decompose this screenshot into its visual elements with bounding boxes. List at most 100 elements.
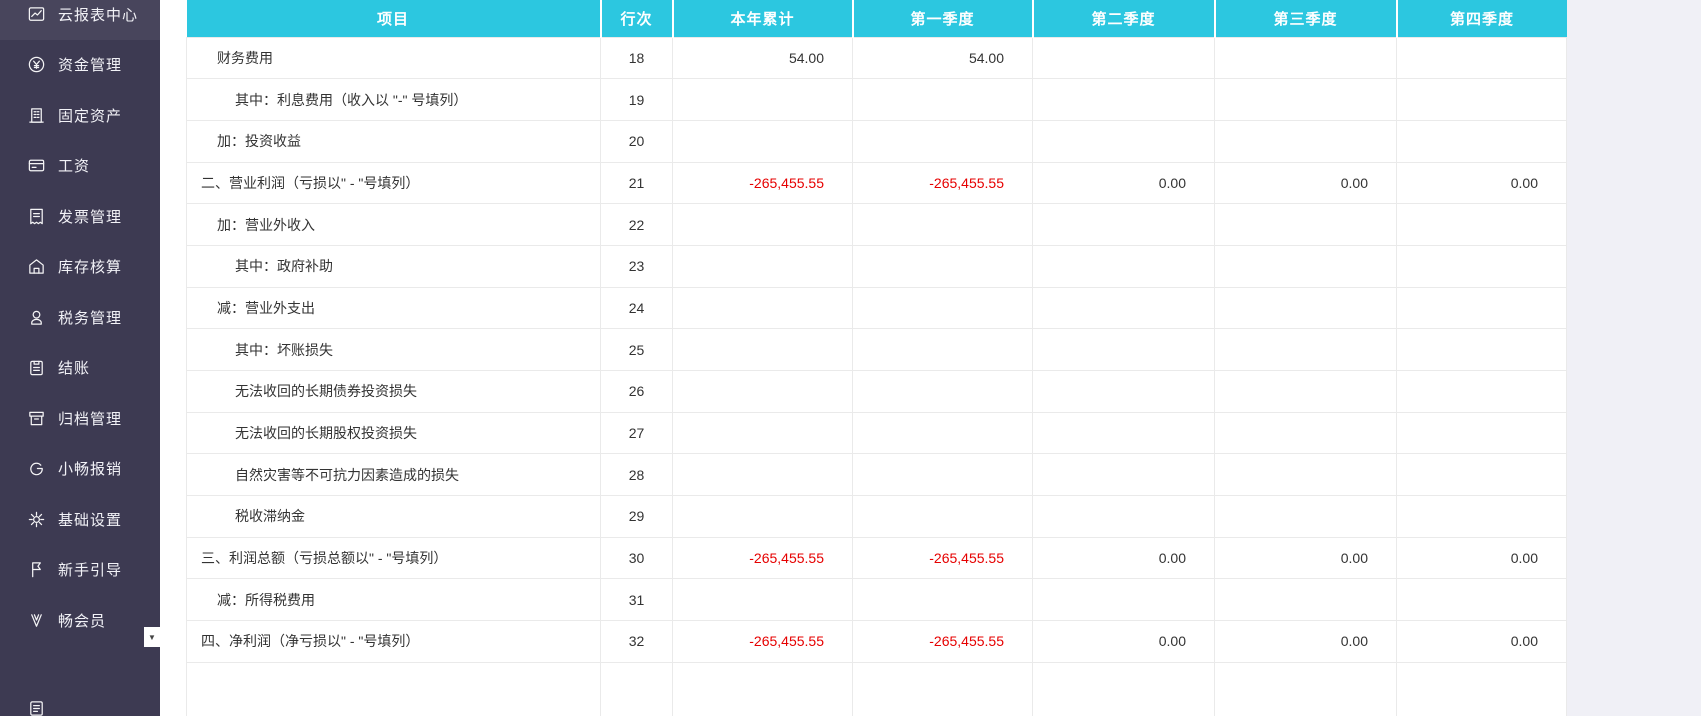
value-cell-col-1: -265,455.55 <box>672 536 853 580</box>
archive-icon <box>26 408 46 428</box>
line-number-cell: 30 <box>600 536 673 580</box>
fixed-assets-icon <box>26 105 46 125</box>
value-cell-col-3 <box>1032 411 1215 455</box>
value-cell-col-5 <box>1396 578 1567 622</box>
value-cell-col-2: 54.00 <box>852 36 1033 80</box>
line-number-cell: 28 <box>600 453 673 497</box>
value-cell-col-5 <box>1396 203 1567 246</box>
value-cell-col-2 <box>852 78 1033 121</box>
value-cell-col-4 <box>1214 119 1397 163</box>
table-row-line-29: 税收滞纳金 29 <box>186 495 1567 538</box>
value-cell-col-4: 0.00 <box>1214 536 1397 580</box>
value-cell-col-2 <box>852 286 1033 330</box>
settings-icon <box>26 509 46 529</box>
value-cell-col-3 <box>1032 453 1215 497</box>
value-cell-col-2: -265,455.55 <box>852 620 1033 663</box>
value-cell-col-3: 0.00 <box>1032 161 1215 205</box>
item-name-cell: 无法收回的长期股权投资损失 <box>186 411 601 455</box>
sidebar: 云报表中心 资金管理 固定资产 工资 发票管理 库存核算 税务管理 结账 归档管… <box>0 0 160 716</box>
value-cell-col-3 <box>1032 78 1215 121</box>
value-cell-col-1 <box>672 203 853 246</box>
table-header-row: 项目 行次 本年累计 第一季度 第二季度 第三季度 第四季度 <box>186 0 1567 37</box>
content-scroll-strip[interactable] <box>160 0 186 716</box>
value-cell-col-3 <box>1032 203 1215 246</box>
value-cell-col-1 <box>672 78 853 121</box>
item-name-cell: 加：营业外收入 <box>186 203 601 246</box>
value-cell-col-2 <box>852 119 1033 163</box>
sidebar-item-1[interactable]: 云报表中心 <box>0 0 160 40</box>
line-number-cell: 29 <box>600 495 673 538</box>
item-name-cell: 二、营业利润（亏损以" - "号填列） <box>186 161 601 205</box>
table-header: 项目 行次 本年累计 第一季度 第二季度 第三季度 第四季度 <box>186 0 1567 37</box>
value-cell-col-1 <box>672 286 853 330</box>
sidebar-item-8[interactable]: 结账 <box>0 343 160 394</box>
value-cell-col-1 <box>672 453 853 497</box>
sidebar-item-6[interactable]: 库存核算 <box>0 242 160 293</box>
sidebar-item-3[interactable]: 固定资产 <box>0 90 160 141</box>
salary-icon <box>26 156 46 176</box>
item-name-cell: 四、净利润（净亏损以" - "号填列） <box>186 620 601 663</box>
empty-cell <box>186 661 601 716</box>
empty-cell <box>1032 661 1215 716</box>
table-row-line-21: 二、营业利润（亏损以" - "号填列） 21 -265,455.55 -265,455… <box>186 161 1567 205</box>
value-cell-col-5 <box>1396 411 1567 455</box>
value-cell-col-1: -265,455.55 <box>672 161 853 205</box>
sidebar-item-11[interactable]: 基础设置 <box>0 494 160 545</box>
sidebar-item-9[interactable]: 归档管理 <box>0 393 160 444</box>
value-cell-col-2 <box>852 244 1033 288</box>
sidebar-item-4[interactable]: 工资 <box>0 141 160 192</box>
value-cell-col-2 <box>852 453 1033 497</box>
line-number-cell: 32 <box>600 620 673 663</box>
value-cell-col-3 <box>1032 286 1215 330</box>
item-name-cell: 税收滞纳金 <box>186 495 601 538</box>
column-header-6: 第三季度 <box>1213 0 1397 37</box>
member-icon <box>26 610 46 630</box>
income-statement-table-wrap: 项目 行次 本年累计 第一季度 第二季度 第三季度 第四季度 财务费用 18 54.00 54.0… <box>186 0 1567 716</box>
value-cell-col-4: 0.00 <box>1214 620 1397 663</box>
table-row-line-20: 加：投资收益 20 <box>186 119 1567 163</box>
value-cell-col-4 <box>1214 203 1397 246</box>
table-row-line-27: 无法收回的长期股权投资损失 27 <box>186 411 1567 455</box>
value-cell-col-5 <box>1396 119 1567 163</box>
sidebar-item-7[interactable]: 税务管理 <box>0 292 160 343</box>
closing-icon <box>26 358 46 378</box>
value-cell-col-5: 0.00 <box>1396 536 1567 580</box>
value-cell-col-5 <box>1396 286 1567 330</box>
value-cell-col-5: 0.00 <box>1396 161 1567 205</box>
value-cell-col-1: 54.00 <box>672 36 853 80</box>
table-row-line-19: 其中：利息费用（收入以 "-" 号填列） 19 <box>186 78 1567 121</box>
column-header-4: 第一季度 <box>851 0 1033 37</box>
cloud-report-icon <box>26 4 46 24</box>
reimburse-icon <box>26 459 46 479</box>
sidebar-scroll-down-button[interactable]: ▼ <box>144 627 160 647</box>
line-number-cell: 23 <box>600 244 673 288</box>
sidebar-item-5[interactable]: 发票管理 <box>0 191 160 242</box>
sidebar-item-12[interactable]: 新手引导 <box>0 545 160 596</box>
column-header-5: 第二季度 <box>1031 0 1215 37</box>
sidebar-item-2[interactable]: 资金管理 <box>0 40 160 91</box>
value-cell-col-4 <box>1214 36 1397 80</box>
value-cell-col-4 <box>1214 78 1397 121</box>
item-name-cell: 其中：利息费用（收入以 "-" 号填列） <box>186 78 601 121</box>
table-row-line-25: 其中：坏账损失 25 <box>186 328 1567 371</box>
value-cell-col-3 <box>1032 495 1215 538</box>
value-cell-col-2: -265,455.55 <box>852 161 1033 205</box>
item-name-cell: 无法收回的长期债券投资损失 <box>186 370 601 413</box>
line-number-cell: 26 <box>600 370 673 413</box>
guide-icon <box>26 560 46 580</box>
sidebar-item-10[interactable]: 小畅报销 <box>0 444 160 495</box>
line-number-cell: 22 <box>600 203 673 246</box>
sidebar-item-partial[interactable] <box>26 698 58 716</box>
empty-cell <box>600 661 673 716</box>
empty-cell <box>1396 661 1567 716</box>
value-cell-col-5 <box>1396 244 1567 288</box>
value-cell-col-2 <box>852 203 1033 246</box>
empty-cell <box>1214 661 1397 716</box>
value-cell-col-3 <box>1032 370 1215 413</box>
value-cell-col-5 <box>1396 78 1567 121</box>
item-name-cell: 其中：政府补助 <box>186 244 601 288</box>
value-cell-col-2 <box>852 411 1033 455</box>
sidebar-item-13[interactable]: 畅会员 <box>0 595 160 646</box>
value-cell-col-4 <box>1214 328 1397 371</box>
value-cell-col-2 <box>852 328 1033 371</box>
